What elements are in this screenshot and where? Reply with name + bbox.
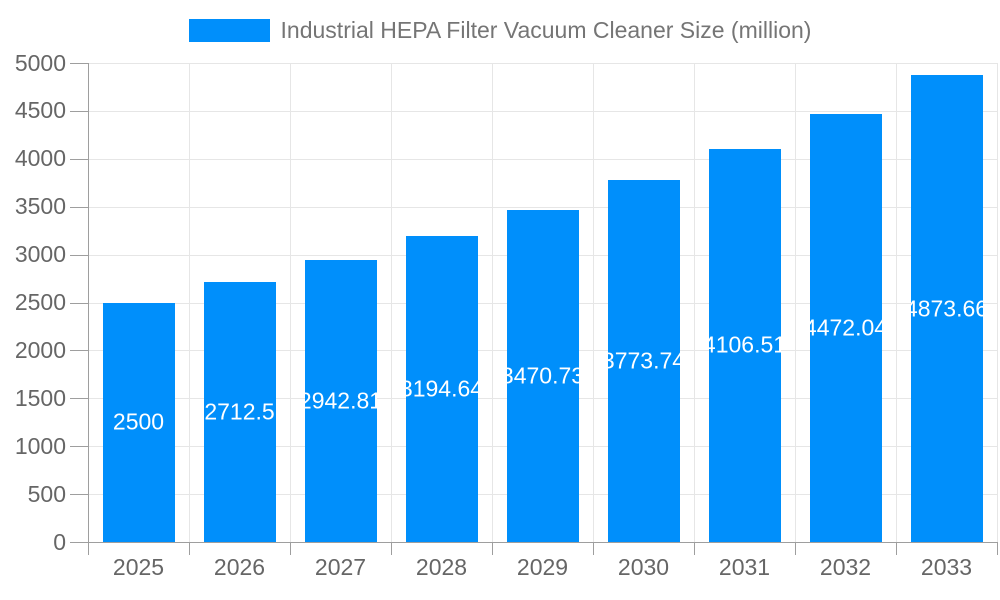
y-axis-label-0: 0 [53, 528, 66, 555]
y-axis-label-1000: 1000 [14, 432, 66, 459]
x-tick-7 [795, 542, 796, 555]
y-tick-2500 [70, 302, 88, 304]
bar-value-label-2033: 4873.66 [910, 295, 983, 322]
y-gridline-5000 [88, 63, 997, 64]
bar-2032[interactable]: 4472.04 [809, 113, 882, 542]
bar-2025[interactable]: 2500 [102, 302, 175, 542]
bar-value-label-2031: 4106.51 [708, 331, 781, 358]
x-tick-3 [391, 542, 392, 555]
bar-2026[interactable]: 2712.5 [203, 282, 276, 542]
x-gridline-6 [694, 63, 695, 542]
x-axis-label-2031: 2031 [718, 554, 771, 580]
legend-label: Industrial HEPA Filter Vacuum Cleaner Si… [280, 17, 812, 43]
x-gridline-8 [896, 63, 897, 542]
bar-2027[interactable]: 2942.81 [304, 260, 377, 542]
bar-value-label-2027: 2942.81 [304, 387, 377, 414]
x-gridline-2 [290, 63, 291, 542]
legend-swatch [188, 19, 270, 42]
x-gridline-4 [492, 63, 493, 542]
x-gridline-9 [997, 63, 998, 542]
y-gridline-4500 [88, 110, 997, 112]
x-tick-0 [88, 542, 89, 555]
x-axis-label-2033: 2033 [920, 554, 973, 580]
y-tick-3000 [70, 254, 88, 256]
y-axis-label-2000: 2000 [14, 336, 66, 363]
x-gridline-5 [593, 63, 594, 542]
bar-2028[interactable]: 3194.64 [405, 235, 478, 542]
y-axis-label-500: 500 [27, 480, 66, 507]
y-axis-label-2500: 2500 [14, 289, 66, 315]
y-axis-label-3500: 3500 [14, 193, 66, 220]
x-tick-2 [290, 542, 291, 555]
legend-item[interactable]: Industrial HEPA Filter Vacuum Cleaner Si… [188, 17, 812, 44]
y-tick-2000 [70, 350, 88, 352]
y-gridline-4000 [88, 158, 997, 160]
x-tick-1 [189, 542, 190, 555]
bar-value-label-2025: 2500 [112, 408, 165, 435]
bar-value-label-2026: 2712.5 [204, 398, 275, 425]
x-axis-label-2027: 2027 [314, 554, 367, 580]
x-tick-5 [593, 542, 594, 555]
x-axis-label-2030: 2030 [617, 554, 670, 580]
bar-2029[interactable]: 3470.73 [506, 209, 579, 542]
bar-2033[interactable]: 4873.66 [910, 75, 983, 542]
y-tick-1500 [70, 398, 88, 400]
x-gridline-1 [189, 63, 190, 542]
y-tick-4000 [70, 158, 88, 160]
y-axis-label-5000: 5000 [14, 49, 66, 76]
y-axis-label-1500: 1500 [14, 384, 66, 411]
x-axis-label-2028: 2028 [415, 554, 468, 580]
x-tick-4 [492, 542, 493, 555]
x-gridline-7 [795, 63, 796, 542]
bar-value-label-2030: 3773.74 [607, 347, 680, 374]
y-axis-label-4000: 4000 [14, 145, 66, 172]
x-gridline-3 [391, 63, 392, 542]
y-tick-500 [70, 494, 88, 496]
bar-2031[interactable]: 4106.51 [708, 148, 781, 542]
y-tick-1000 [70, 446, 88, 448]
y-tick-5000 [70, 63, 88, 64]
bar-value-label-2032: 4472.04 [809, 314, 882, 341]
x-axis-label-2032: 2032 [819, 554, 872, 580]
y-axis-label-4500: 4500 [14, 97, 66, 124]
y-tick-0 [70, 542, 88, 543]
y-gridline-3500 [88, 206, 997, 208]
y-axis-line [88, 63, 89, 543]
y-axis-label-3000: 3000 [14, 241, 66, 268]
x-tick-6 [694, 542, 695, 555]
bar-value-label-2029: 3470.73 [506, 362, 579, 389]
x-axis-line [88, 542, 998, 543]
y-tick-3500 [70, 206, 88, 208]
legend: Industrial HEPA Filter Vacuum Cleaner Si… [0, 17, 1000, 44]
x-axis-label-2025: 2025 [112, 554, 165, 580]
x-axis-label-2029: 2029 [516, 554, 569, 580]
y-tick-4500 [70, 110, 88, 112]
x-axis-label-2026: 2026 [213, 554, 266, 580]
x-tick-9 [997, 542, 998, 555]
x-tick-8 [896, 542, 897, 555]
bar-value-label-2028: 3194.64 [405, 375, 478, 402]
bar-2030[interactable]: 3773.74 [607, 180, 680, 542]
